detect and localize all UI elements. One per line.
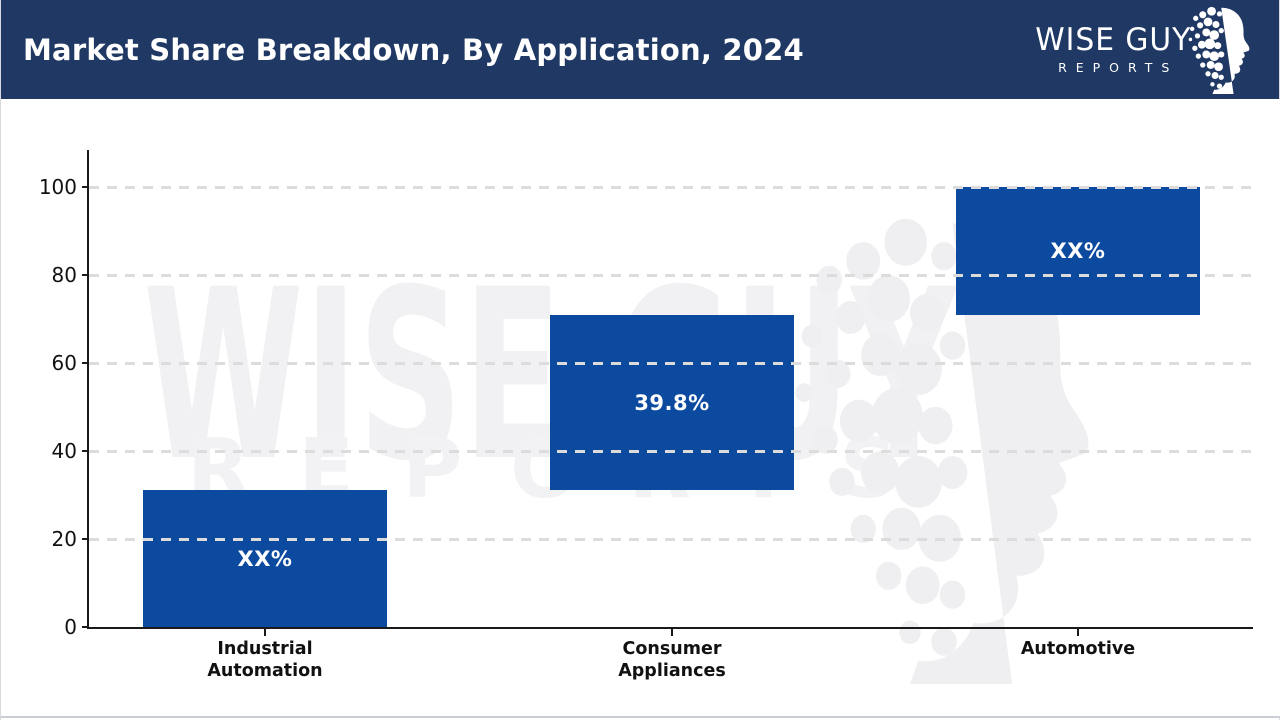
x-axis-label-line: Consumer — [622, 639, 722, 659]
y-axis-label: 40 — [51, 439, 77, 463]
logo-wordmark-text: WISE GUY — [1035, 22, 1192, 59]
x-tick — [671, 629, 673, 636]
x-axis-line — [87, 627, 1253, 629]
y-axis-label: 60 — [51, 351, 77, 375]
chart-title: Market Share Breakdown, By Application, … — [23, 32, 804, 67]
logo-face-icon — [1188, 6, 1250, 94]
y-tick — [82, 626, 89, 628]
y-tick — [82, 538, 89, 540]
y-gridline — [89, 362, 1253, 365]
x-axis-label-line: Appliances — [618, 661, 726, 681]
y-tick — [82, 362, 89, 364]
x-axis-label-line: Industrial — [217, 639, 313, 659]
brand-logo: WISE GUY REPORTS — [1032, 6, 1265, 94]
header: Market Share Breakdown, By Application, … — [1, 0, 1279, 99]
y-axis-label: 20 — [51, 527, 77, 551]
bar-consumer-appliances: 39.8% — [550, 315, 794, 491]
x-axis-label: Automotive — [948, 638, 1208, 660]
x-tick — [1077, 629, 1079, 636]
x-axis-label: Industrial Automation — [135, 638, 395, 682]
watermark-wordmark: WISE GUY — [143, 240, 957, 513]
y-tick — [82, 450, 89, 452]
x-axis-label: Consumer Appliances — [542, 638, 802, 682]
x-tick — [264, 629, 266, 636]
y-tick — [82, 186, 89, 188]
y-gridline — [89, 274, 1253, 277]
y-gridline — [89, 538, 1253, 541]
bar-value-label: 39.8% — [634, 390, 710, 415]
bar-automotive: XX% — [956, 187, 1200, 316]
y-gridline — [89, 186, 1253, 189]
y-axis-label: 80 — [51, 263, 77, 287]
x-axis-label-line: Automation — [207, 661, 323, 681]
bar-industrial-automation: XX% — [143, 490, 387, 627]
x-axis-label-line: Automotive — [1020, 639, 1136, 659]
bar-value-label: XX% — [1050, 239, 1106, 264]
bar-value-label: XX% — [237, 546, 293, 571]
y-tick — [82, 274, 89, 276]
y-axis-label: 100 — [38, 175, 77, 199]
bottom-divider — [1, 716, 1280, 718]
y-axis-label: 0 — [64, 615, 77, 639]
y-axis-line — [87, 150, 89, 629]
y-gridline — [89, 450, 1253, 453]
logo-subtitle-text: REPORTS — [1058, 59, 1179, 75]
logo-wordmark: WISE GUY REPORTS — [1032, 24, 1195, 75]
